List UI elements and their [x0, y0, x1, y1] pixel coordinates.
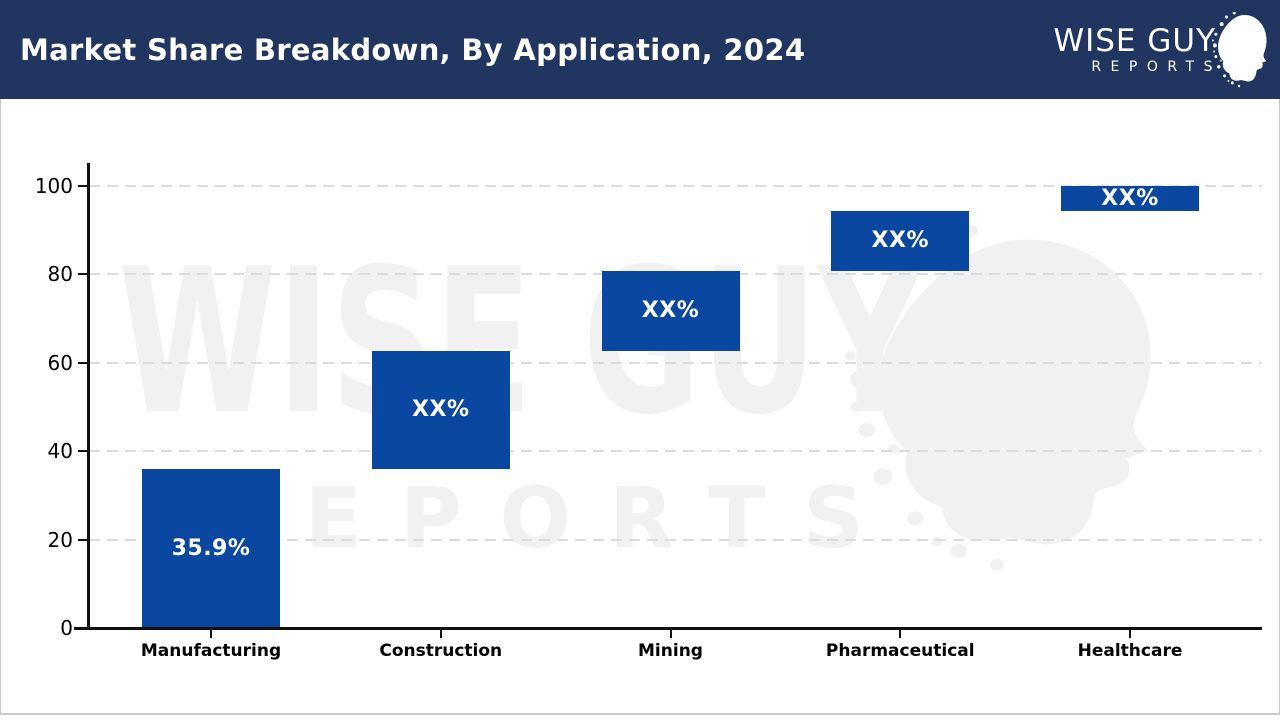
watermark-head-icon	[845, 226, 1151, 571]
y-tick-label: 100	[34, 173, 73, 198]
header: Market Share Breakdown, By Application, …	[0, 0, 1280, 99]
bar-value-label: XX%	[1101, 185, 1159, 211]
x-tick-label: Healthcare	[1077, 641, 1183, 661]
y-tick-label: 0	[60, 616, 73, 640]
gridline	[89, 184, 1262, 187]
brand-name: WISE GUY	[1053, 22, 1216, 59]
x-tick-label: Mining	[638, 641, 703, 661]
bar-pharmaceutical: XX%	[831, 210, 970, 271]
brand-head-icon	[1212, 12, 1267, 88]
x-tick-label: Pharmaceutical	[825, 641, 975, 661]
watermark-brand-reports: REPORTS	[202, 469, 902, 567]
y-tick-mark	[78, 273, 87, 275]
y-tick-label: 20	[47, 527, 73, 552]
x-axis	[74, 627, 1262, 630]
y-tick-label: 80	[47, 262, 73, 286]
bar-value-label: 35.9%	[171, 536, 251, 562]
bar-value-label: XX%	[641, 298, 700, 324]
x-tick-mark	[1129, 629, 1131, 638]
y-axis	[87, 163, 90, 630]
gridline	[89, 538, 1262, 541]
gridline	[89, 361, 1262, 364]
frame-border-left	[0, 99, 1, 714]
y-tick-mark	[78, 450, 87, 452]
x-tick-mark	[669, 629, 672, 638]
y-tick-label: 60	[47, 350, 73, 375]
brand-logo-text: WISE GUY REPORTS	[1053, 25, 1216, 76]
watermark-brand-name: WISE GUY	[118, 226, 923, 459]
y-tick-mark	[78, 184, 87, 187]
brand-logo: WISE GUY REPORTS	[1053, 8, 1270, 92]
x-tick-label: Construction	[379, 641, 503, 661]
bar-mining: XX%	[601, 270, 740, 351]
x-tick-mark	[439, 629, 442, 638]
gridline	[89, 450, 1262, 452]
brand-reports: REPORTS	[1091, 59, 1222, 76]
bar-construction: XX%	[371, 350, 510, 470]
y-tick-mark	[78, 361, 87, 364]
y-tick-label: 40	[47, 439, 73, 463]
x-tick-mark	[210, 629, 212, 638]
bar-value-label: XX%	[412, 397, 470, 423]
x-tick-mark	[899, 629, 902, 638]
page-title: Market Share Breakdown, By Application, …	[20, 32, 806, 67]
bar-healthcare: XX%	[1061, 185, 1199, 211]
y-tick-mark	[78, 538, 87, 541]
bar-value-label: XX%	[871, 228, 929, 254]
chart-plot-area: 0 20 40 60 80 100 35.9% Manufacturing XX% Constru…	[0, 99, 1280, 714]
bar-manufacturing: 35.9%	[142, 469, 280, 628]
frame-border-bottom	[0, 713, 1280, 715]
x-tick-label: Manufacturing	[140, 641, 282, 661]
